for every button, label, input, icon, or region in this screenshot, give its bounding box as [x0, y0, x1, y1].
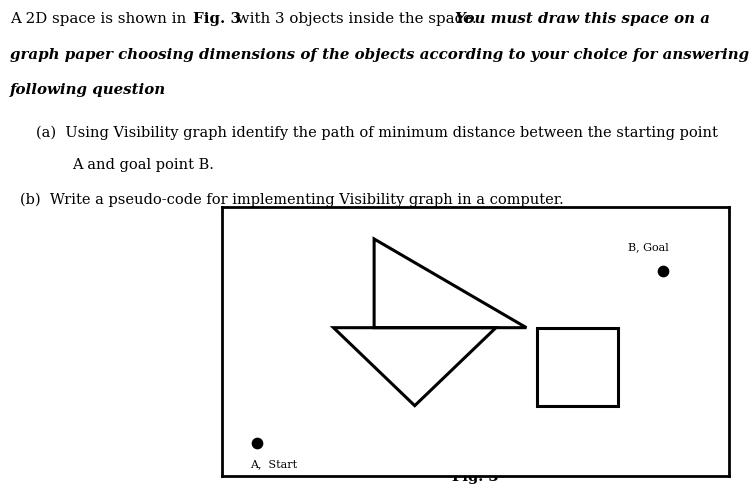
Bar — [536, 328, 617, 406]
Text: following question: following question — [10, 83, 166, 97]
Text: You must draw this space on a: You must draw this space on a — [455, 12, 710, 26]
Text: B, Goal: B, Goal — [628, 243, 669, 252]
Point — [657, 267, 669, 275]
Text: A,  Start: A, Start — [250, 460, 297, 470]
Text: graph paper choosing dimensions of the objects according to your choice for answ: graph paper choosing dimensions of the o… — [10, 48, 752, 62]
Text: (b)  Write a pseudo-code for implementing Visibility graph in a computer.: (b) Write a pseudo-code for implementing… — [20, 192, 563, 207]
Text: with 3 objects inside the space.: with 3 objects inside the space. — [232, 12, 481, 26]
Text: .: . — [144, 83, 149, 97]
Text: A 2D space is shown in: A 2D space is shown in — [10, 12, 191, 26]
Text: Fig. 3: Fig. 3 — [452, 470, 499, 484]
Text: A and goal point B.: A and goal point B. — [72, 158, 214, 172]
Text: (a)  Using Visibility graph identify the path of minimum distance between the st: (a) Using Visibility graph identify the … — [36, 125, 718, 140]
Text: Fig. 3: Fig. 3 — [193, 12, 241, 26]
Point — [251, 439, 263, 447]
